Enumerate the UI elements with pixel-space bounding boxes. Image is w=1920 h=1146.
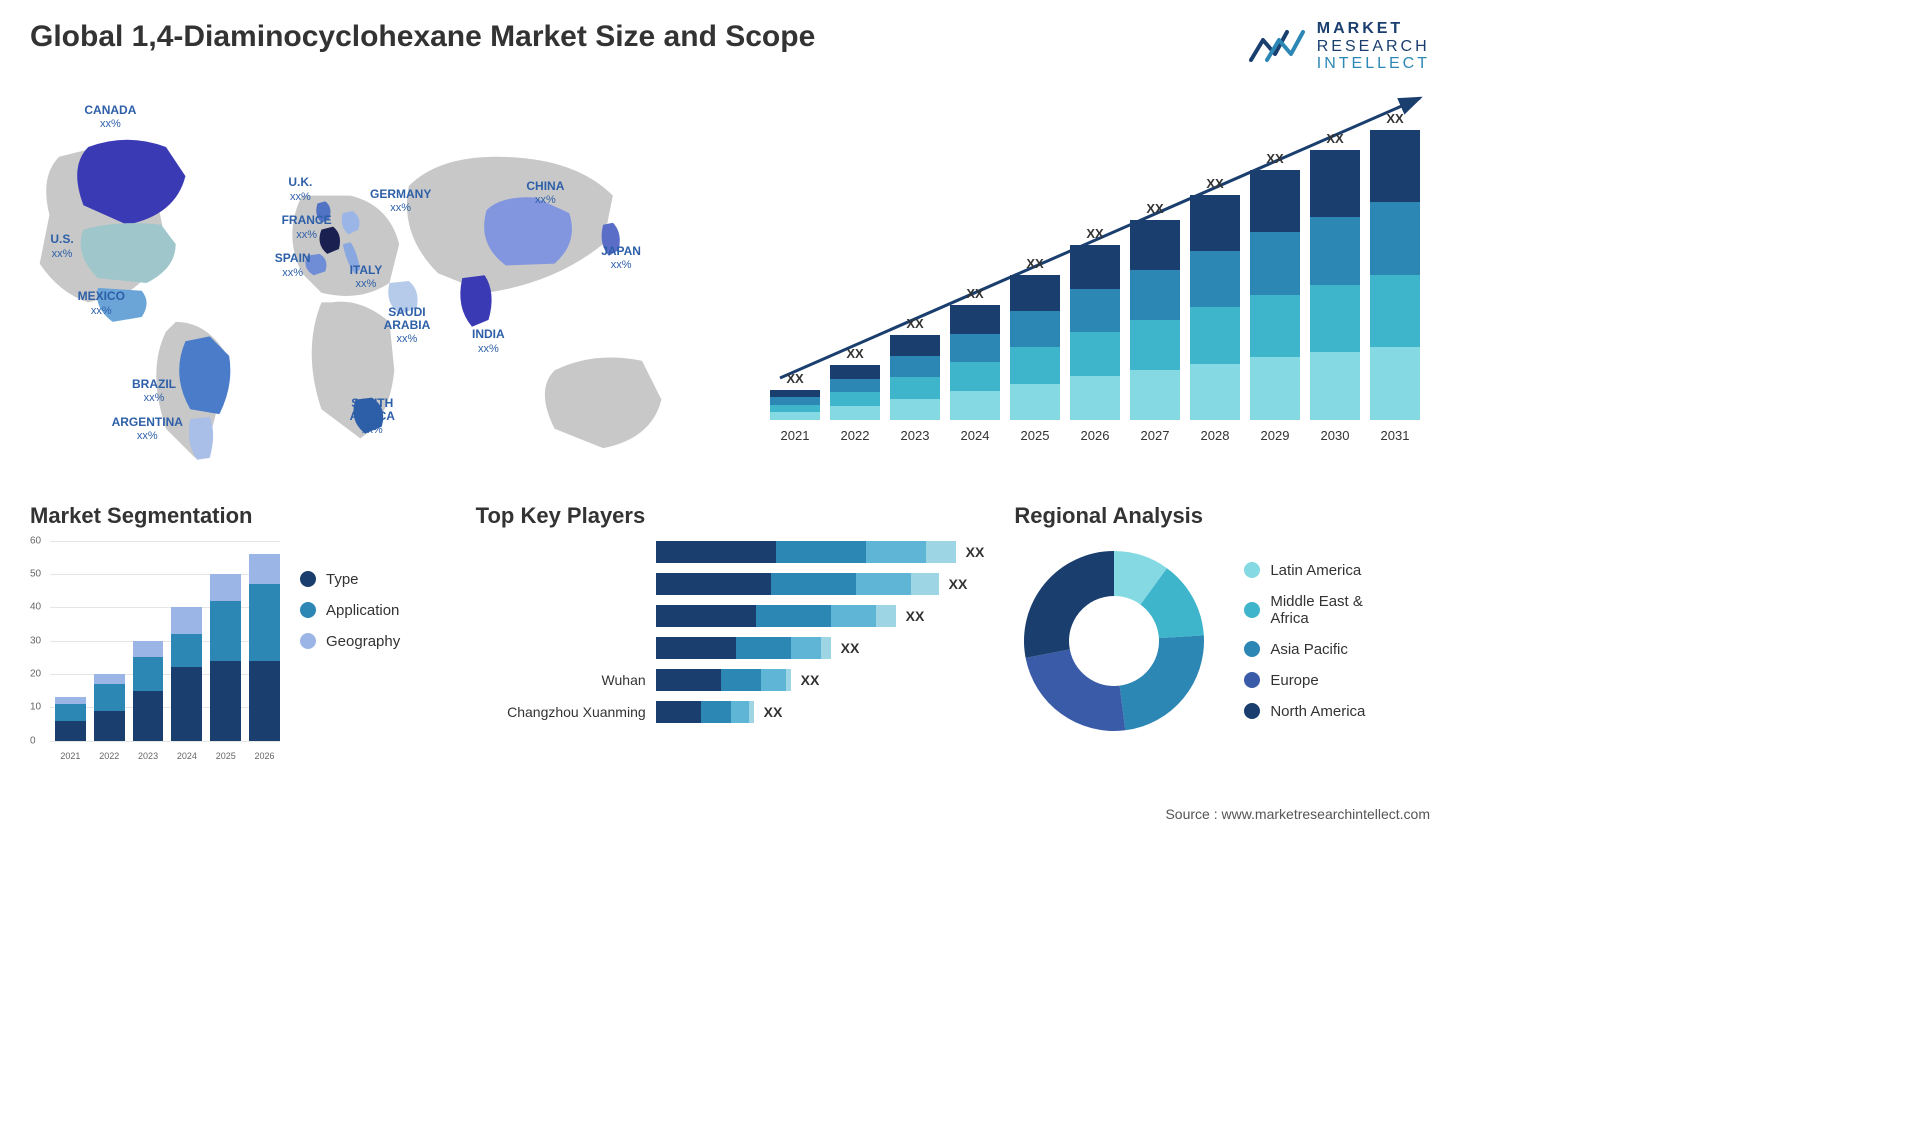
legend-item: North America: [1244, 703, 1365, 720]
growth-bar: XX2029: [1250, 151, 1300, 443]
segmentation-panel: Market Segmentation 0102030405060 202120…: [30, 503, 446, 761]
player-row: XX: [476, 605, 985, 627]
legend-item: Latin America: [1244, 562, 1365, 579]
player-row: Changzhou XuanmingXX: [476, 701, 985, 723]
map-label: U.S.xx%: [50, 233, 73, 259]
legend-item: Geography: [300, 633, 400, 650]
logo-line1: MARKET: [1317, 20, 1430, 38]
growth-bar: XX2021: [770, 371, 820, 443]
legend-item: Europe: [1244, 672, 1365, 689]
segmentation-bar: [94, 674, 125, 741]
player-row: XX: [476, 573, 985, 595]
segmentation-bar-chart: 0102030405060 202120222023202420252026: [30, 541, 280, 761]
map-label: FRANCExx%: [282, 214, 332, 240]
legend-item: Type: [300, 571, 400, 588]
legend-item: Application: [300, 602, 400, 619]
map-label: INDIAxx%: [472, 328, 505, 354]
regional-panel: Regional Analysis Latin America Middle Ea…: [1014, 503, 1430, 761]
map-label: ITALYxx%: [350, 264, 383, 290]
growth-bar: XX2026: [1070, 226, 1120, 443]
map-label: CANADAxx%: [84, 104, 136, 130]
regional-legend: Latin America Middle East &Africa Asia Pac…: [1244, 562, 1365, 720]
growth-bar: XX2028: [1190, 176, 1240, 443]
segmentation-bar: [249, 554, 280, 741]
segmentation-title: Market Segmentation: [30, 503, 446, 529]
map-label: SPAINxx%: [275, 252, 311, 278]
page-title: Global 1,4-Diaminocyclohexane Market Siz…: [30, 20, 815, 54]
map-label: GERMANYxx%: [370, 188, 431, 214]
brand-logo: MARKET RESEARCH INTELLECT: [1249, 20, 1430, 73]
player-row: WuhanXX: [476, 669, 985, 691]
growth-bar: XX2030: [1310, 131, 1360, 443]
players-bar-chart: XX XX XX XX WuhanXX Changzhou XuanmingXX: [476, 541, 985, 723]
map-label: U.K.xx%: [288, 176, 312, 202]
map-label: CHINAxx%: [526, 180, 564, 206]
logo-icon: [1249, 26, 1309, 66]
donut-slice: [1026, 649, 1126, 731]
legend-item: Asia Pacific: [1244, 641, 1365, 658]
segmentation-bar: [55, 697, 86, 740]
map-label: SOUTHAFRICAxx%: [350, 397, 395, 437]
map-label: ARGENTINAxx%: [112, 416, 183, 442]
segmentation-bar: [171, 607, 202, 740]
donut-slice: [1120, 635, 1204, 730]
growth-bar: XX2022: [830, 346, 880, 443]
player-row: XX: [476, 541, 985, 563]
map-label: MEXICOxx%: [78, 290, 125, 316]
source-text: Source : www.marketresearchintellect.com: [1165, 806, 1430, 822]
donut-slice: [1024, 551, 1114, 658]
segmentation-bar: [133, 641, 164, 741]
players-title: Top Key Players: [476, 503, 985, 529]
growth-bar: XX2024: [950, 286, 1000, 443]
legend-item: Middle East &Africa: [1244, 593, 1365, 627]
map-label: JAPANxx%: [601, 245, 641, 271]
world-map-chart: CANADAxx% U.S.xx% MEXICOxx% BRAZILxx% ARGENT…: [30, 93, 710, 473]
logo-line2: RESEARCH: [1317, 38, 1430, 56]
logo-line3: INTELLECT: [1317, 55, 1430, 73]
segmentation-bar: [210, 574, 241, 741]
growth-bar-chart: XX2021XX2022XX2023XX2024XX2025XX2026XX20…: [750, 93, 1430, 473]
segmentation-legend: Type Application Geography: [300, 541, 400, 761]
growth-bar: XX2025: [1010, 256, 1060, 443]
regional-title: Regional Analysis: [1014, 503, 1430, 529]
regional-donut-chart: [1014, 541, 1214, 741]
map-label: SAUDIARABIAxx%: [384, 306, 431, 346]
growth-bar: XX2023: [890, 316, 940, 443]
player-row: XX: [476, 637, 985, 659]
growth-bar: XX2031: [1370, 111, 1420, 443]
players-panel: Top Key Players XX XX XX XX WuhanXX Changzhou…: [476, 503, 985, 761]
map-label: BRAZILxx%: [132, 378, 176, 404]
growth-bar: XX2027: [1130, 201, 1180, 443]
